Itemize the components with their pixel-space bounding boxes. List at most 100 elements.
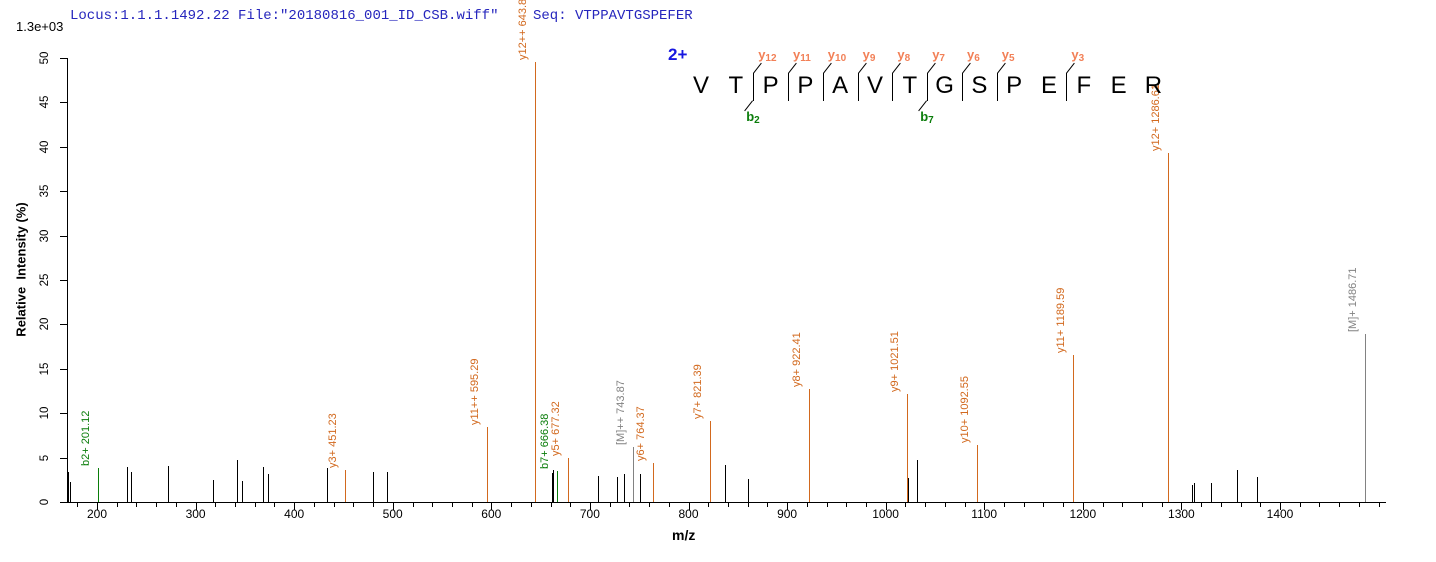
x-axis-title: m/z <box>672 527 696 543</box>
x-tick <box>1122 503 1124 507</box>
peptide-residue: P <box>1006 72 1023 99</box>
fragment-cut-mark <box>857 73 859 101</box>
fragment-cut-mark <box>927 73 929 101</box>
x-tick <box>984 503 986 510</box>
x-tick <box>1063 503 1065 507</box>
x-tick <box>195 503 197 510</box>
peptide-residue: T <box>728 72 744 99</box>
y-tick-label: 15 <box>39 362 51 376</box>
y-tick <box>60 235 67 237</box>
y-ion-marker: y3 <box>1071 47 1085 64</box>
y-tick <box>60 191 67 193</box>
x-tick <box>1358 503 1360 507</box>
x-tick <box>392 503 394 510</box>
peak-line <box>633 446 635 502</box>
x-tick <box>313 503 315 507</box>
x-tick <box>1023 503 1025 507</box>
peak-label: y6+ 764.37 <box>635 406 648 461</box>
x-tick <box>629 503 631 507</box>
peak-line <box>747 478 749 502</box>
fragment-cut-mark <box>822 73 824 101</box>
peak-label: y8+ 922.41 <box>791 332 804 388</box>
x-tick <box>156 503 158 507</box>
peak-line <box>130 471 132 502</box>
y-tick-label: 25 <box>39 273 51 287</box>
x-tick <box>885 503 887 510</box>
peak-line <box>917 460 919 502</box>
y-tick-label: 40 <box>39 140 51 154</box>
peak-line <box>567 458 569 502</box>
x-tick <box>451 503 453 507</box>
peak-line <box>1365 334 1367 502</box>
x-tick-label: 600 <box>481 507 502 521</box>
peak-line <box>486 427 488 502</box>
x-tick <box>412 503 414 507</box>
x-tick <box>609 503 611 507</box>
x-tick <box>1220 503 1222 507</box>
peak-line <box>386 471 388 502</box>
x-tick <box>491 503 493 510</box>
y-tick <box>60 324 67 326</box>
x-tick <box>668 503 670 507</box>
peak-line <box>534 61 536 502</box>
y-tick-label: 5 <box>39 454 51 461</box>
y-tick-label: 30 <box>39 229 51 242</box>
y-axis <box>67 58 68 503</box>
peak-line <box>126 467 128 502</box>
x-tick <box>589 503 591 510</box>
x-tick <box>511 503 512 507</box>
x-tick <box>333 503 335 507</box>
peak-line <box>267 473 269 502</box>
x-tick <box>136 503 138 507</box>
y-ion-marker: y12 <box>758 47 777 64</box>
y-tick <box>60 146 67 148</box>
y-ion-marker: y11 <box>793 47 811 64</box>
x-tick-label: 200 <box>86 507 108 521</box>
y-tick <box>60 457 67 459</box>
fragment-cut-mark <box>962 73 963 101</box>
peak-label: y10+ 1092.55 <box>958 376 971 444</box>
fragment-cut-mark <box>996 73 998 101</box>
y-ion-marker: y7 <box>932 47 945 64</box>
peptide-residue: P <box>762 72 779 99</box>
x-tick-label: 400 <box>284 507 305 521</box>
peak-line <box>1257 477 1259 502</box>
x-tick <box>1181 503 1183 510</box>
peak-line <box>68 471 70 502</box>
b-ion-marker: b7 <box>920 109 934 126</box>
x-tick-label: 1100 <box>971 507 998 521</box>
y-tick-label: 10 <box>39 406 51 420</box>
x-tick <box>1260 503 1262 507</box>
x-tick <box>787 503 789 510</box>
x-tick <box>274 503 276 507</box>
peak-line <box>653 462 655 502</box>
x-tick <box>767 503 769 507</box>
x-tick-label: 1200 <box>1069 507 1097 521</box>
x-tick <box>688 503 690 510</box>
peptide-residue: V <box>866 72 883 99</box>
peak-label: y9+ 1021.51 <box>888 330 901 392</box>
y-tick <box>60 58 67 59</box>
x-axis <box>67 502 1386 503</box>
y-tick-label: 35 <box>39 184 51 198</box>
y-tick-label: 0 <box>39 498 51 506</box>
peak-label: [M]++ 743.87 <box>615 380 628 445</box>
y-tick <box>60 280 67 281</box>
peptide-residue: G <box>935 72 954 99</box>
x-tick-label: 1400 <box>1266 507 1294 521</box>
peak-line <box>725 464 726 502</box>
x-tick <box>97 503 98 510</box>
x-tick-label: 700 <box>579 507 600 521</box>
peak-line <box>1168 153 1170 502</box>
peak-line <box>241 480 243 502</box>
peak-line <box>906 393 908 502</box>
x-tick <box>77 503 79 507</box>
x-tick <box>1161 503 1163 507</box>
y-ion-marker: y8 <box>897 47 911 64</box>
peptide-residue: E <box>1110 72 1127 99</box>
peak-line <box>640 474 642 502</box>
x-tick <box>353 503 355 507</box>
peak-line <box>616 477 618 502</box>
x-tick <box>116 503 118 507</box>
